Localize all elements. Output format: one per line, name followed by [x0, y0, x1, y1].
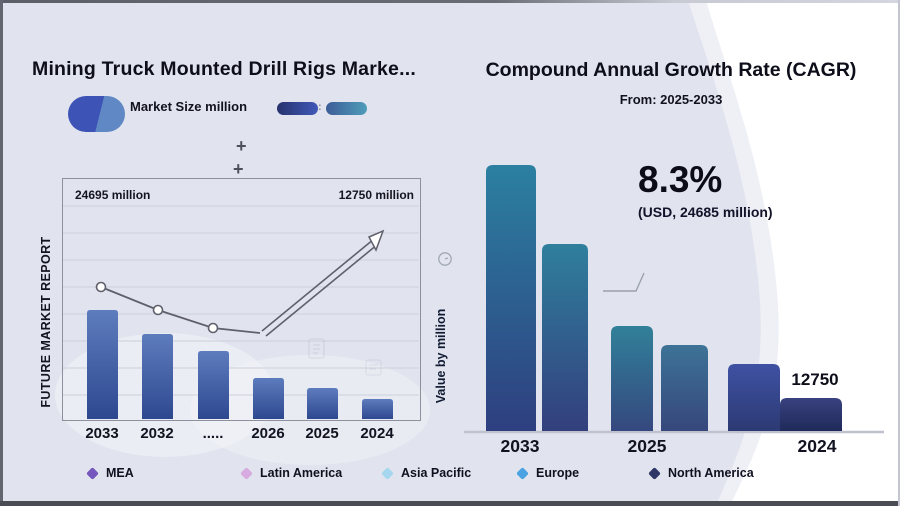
bar — [542, 244, 588, 431]
bar — [661, 345, 708, 431]
legend-diamond-icon — [240, 466, 253, 480]
mini-pill-dark-icon — [277, 102, 318, 115]
region-legend: MEA Latin America Asia Pacific Europe North … — [0, 466, 900, 486]
market-size-legend-label: Market Size million — [130, 99, 248, 114]
legend-item: MEA — [86, 466, 134, 480]
x-axis-label: 2026 — [251, 425, 285, 442]
bar — [486, 165, 536, 431]
document-ghost-icon — [365, 359, 382, 376]
cagr-chart-svg — [464, 165, 884, 434]
growth-arrow-head-icon — [367, 229, 385, 252]
cagr-title: Compound Annual Growth Rate (CAGR) — [485, 59, 857, 81]
chart-top-left-value: 24695 million — [75, 188, 151, 202]
legend-item: Europe — [516, 466, 580, 480]
frame-right-border — [898, 0, 900, 506]
pill-separator: : — [318, 101, 322, 113]
cagr-value: 8.3% — [638, 159, 723, 200]
clock-icon — [438, 252, 452, 266]
growth-arrow-icon — [265, 243, 379, 337]
x-axis-label: ..... — [202, 425, 224, 442]
legend-label: Asia Pacific — [401, 466, 472, 480]
legend-item: North America — [648, 466, 754, 480]
bracket-line — [603, 272, 645, 292]
bar — [198, 351, 229, 419]
bar — [611, 326, 653, 431]
trend-marker — [95, 281, 107, 293]
x-axis-label: 2025 — [305, 425, 339, 442]
legend-label: MEA — [106, 466, 134, 480]
mini-pill-teal-icon — [326, 102, 367, 115]
bar — [87, 310, 118, 419]
trend-line — [100, 286, 261, 334]
capsule-toggle-icon — [68, 96, 125, 132]
chart-top-right-value: 12750 million — [338, 188, 414, 202]
bar — [362, 399, 393, 419]
document-ghost-icon — [308, 338, 325, 359]
legend-label: Europe — [536, 466, 580, 480]
plus-icon: + — [236, 136, 247, 156]
legend-label: North America — [668, 466, 754, 480]
bar — [307, 388, 338, 419]
page-title: Mining Truck Mounted Drill Rigs Marke... — [32, 58, 416, 80]
x-axis-label: 2032 — [140, 425, 174, 442]
legend-diamond-icon — [516, 466, 529, 480]
x-axis-label: 2024 — [360, 425, 394, 442]
x-axis-label: 2033 — [85, 425, 119, 442]
growth-arrow-icon — [261, 238, 375, 332]
trend-marker — [152, 304, 164, 316]
legend-label: Latin America — [260, 466, 343, 480]
bar — [728, 364, 780, 431]
value-callout: 12750 — [791, 370, 839, 389]
market-size-chart-svg — [63, 205, 419, 419]
bar — [253, 378, 284, 419]
legend-diamond-icon — [648, 466, 661, 480]
legend-diamond-icon — [86, 466, 99, 480]
x-axis-label: 2033 — [500, 436, 540, 456]
cagr-stat-block: 8.3% (USD, 24685 million) — [638, 159, 773, 220]
frame-top-border — [0, 0, 900, 3]
bar — [142, 334, 173, 419]
x-axis-label: 2025 — [627, 436, 667, 456]
trend-marker — [207, 322, 219, 334]
market-size-chart: 24695 million 12750 million — [62, 178, 421, 421]
cagr-period: From: 2025-2033 — [619, 92, 723, 107]
legend-item: Asia Pacific — [381, 466, 472, 480]
watermark-vertical-text: FUTURE MARKET REPORT — [39, 236, 53, 408]
frame-bottom-border — [0, 501, 900, 506]
legend-item: Latin America — [240, 466, 343, 480]
bar — [780, 398, 842, 431]
x-axis-label: 2024 — [797, 436, 837, 456]
legend-diamond-icon — [381, 466, 394, 480]
plus-icon: + — [233, 159, 244, 179]
value-axis-vertical-label: Value by million — [434, 308, 448, 404]
cagr-detail: (USD, 24685 million) — [638, 203, 773, 220]
frame-left-border — [0, 0, 3, 506]
